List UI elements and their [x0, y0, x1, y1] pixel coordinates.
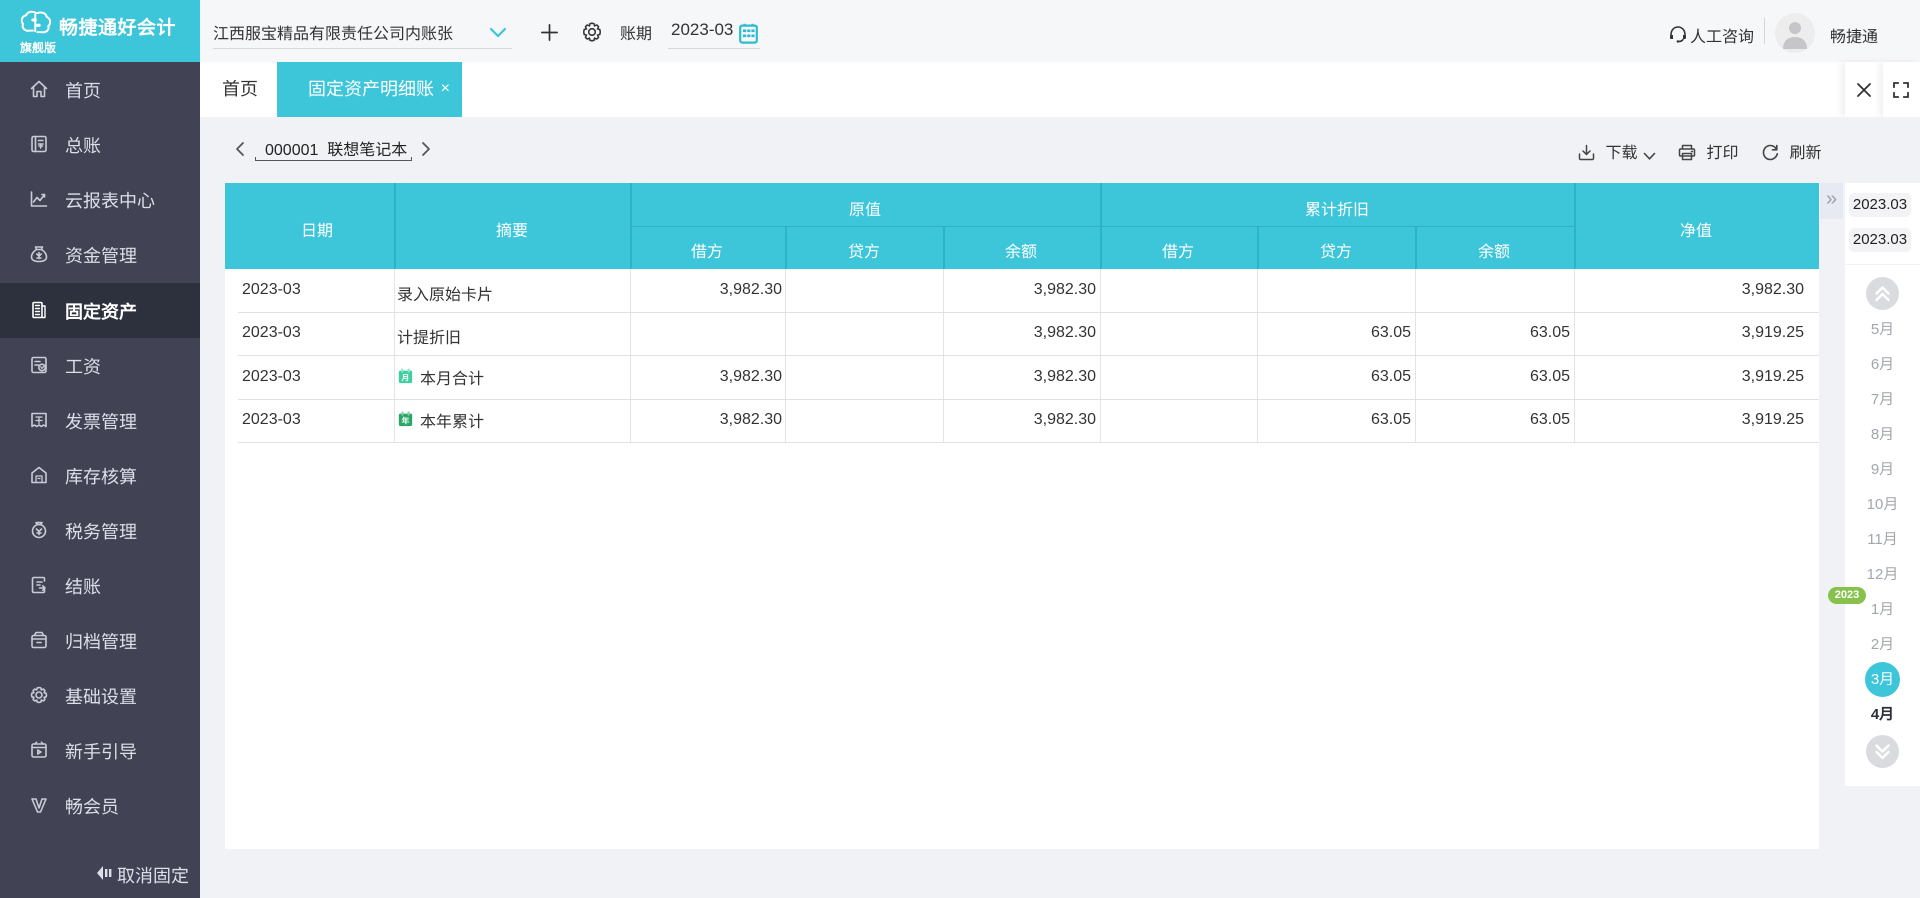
svg-text:月: 月	[401, 372, 410, 383]
svg-text:年: 年	[402, 416, 410, 427]
